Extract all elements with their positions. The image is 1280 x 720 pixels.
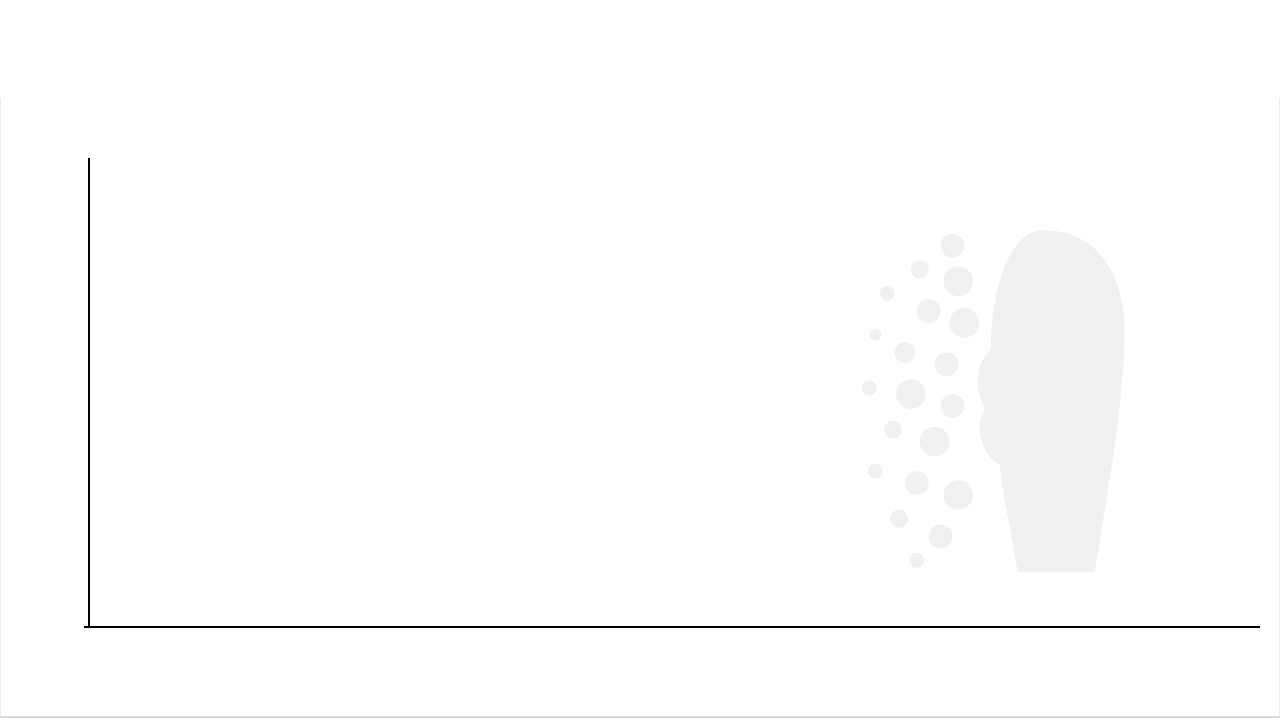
y-axis-spine xyxy=(88,158,90,628)
wiseguy-head-icon xyxy=(1200,10,1272,94)
frame-bottom-rule xyxy=(0,716,1280,718)
plot-area xyxy=(0,98,1280,720)
frame-left-border xyxy=(0,98,1,716)
x-axis-spine xyxy=(84,626,1260,628)
header-bar xyxy=(0,0,1280,98)
wiseguy-logo xyxy=(1012,6,1272,94)
